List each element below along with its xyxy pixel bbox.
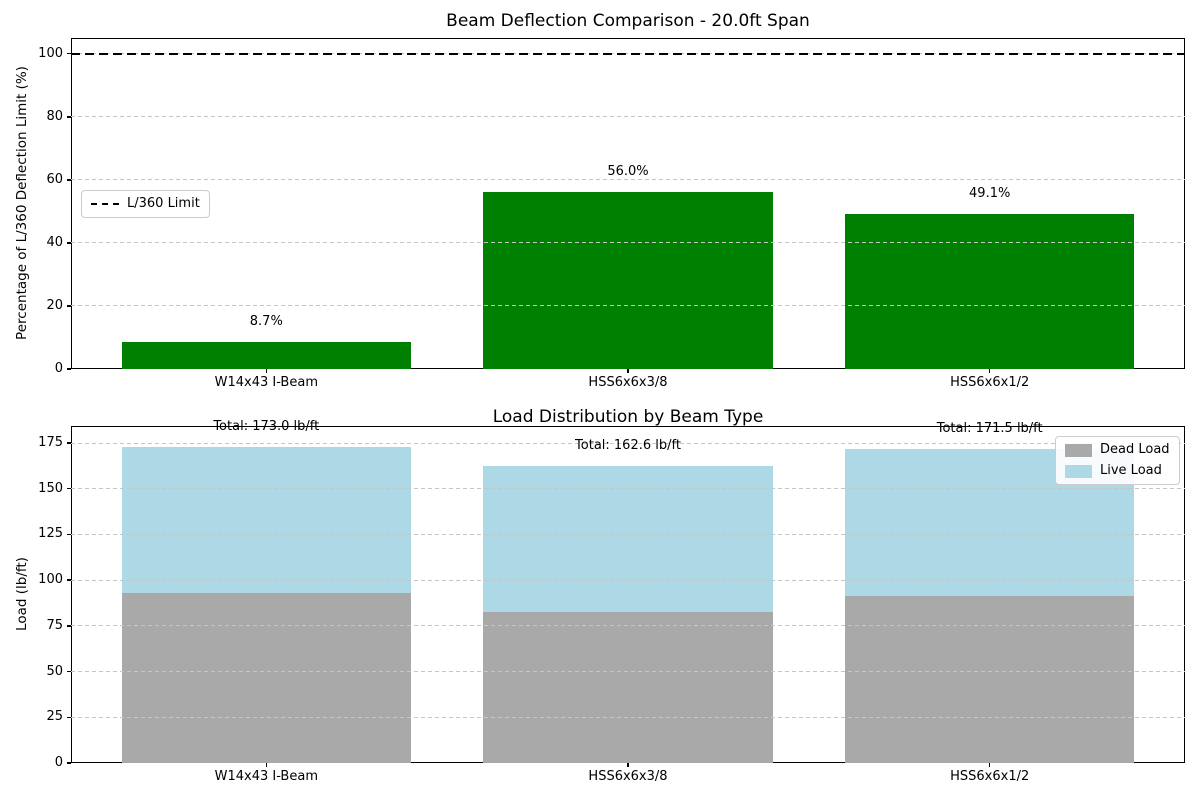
dashed-line-swatch-icon bbox=[91, 203, 119, 205]
bar-segment-live-load bbox=[483, 465, 773, 612]
y-tick-label: 50 bbox=[46, 663, 63, 679]
x-tick-mark bbox=[265, 763, 267, 767]
x-tick-label-hss6x6x1-2: HSS6x6x1/2 bbox=[950, 769, 1030, 784]
color-swatch-icon bbox=[1065, 443, 1092, 457]
legend: Dead Load Live Load bbox=[1055, 436, 1180, 485]
bar-segment-dead-load bbox=[483, 611, 773, 763]
legend-label: L/360 Limit bbox=[127, 196, 200, 211]
x-tick-mark bbox=[988, 369, 991, 373]
y-tick-label: 20 bbox=[46, 297, 63, 313]
grid-line bbox=[71, 488, 1185, 490]
y-tick-mark bbox=[67, 242, 71, 244]
bar-total-label: Total: 162.6 lb/ft bbox=[575, 437, 681, 453]
bar-value-label: 56.0% bbox=[607, 164, 649, 180]
grid-line bbox=[71, 179, 1185, 181]
y-tick-label: 100 bbox=[38, 572, 63, 588]
grid-line bbox=[71, 116, 1185, 118]
grid-line bbox=[71, 242, 1185, 244]
grid-line bbox=[71, 716, 1185, 718]
y-tick-label: 0 bbox=[54, 755, 63, 770]
legend-item-dead-load: Dead Load bbox=[1065, 442, 1170, 458]
y-tick-mark bbox=[67, 670, 71, 673]
legend-item-live-load: Live Load bbox=[1065, 463, 1170, 479]
x-tick-mark bbox=[627, 369, 629, 373]
y-tick-label: 60 bbox=[46, 171, 63, 187]
chart-title: Beam Deflection Comparison - 20.0ft Span bbox=[446, 11, 810, 31]
grid-line bbox=[71, 671, 1185, 673]
x-tick-label-w14x43-i-beam: W14x43 I-Beam bbox=[214, 375, 318, 390]
y-tick-label: 100 bbox=[38, 45, 63, 61]
x-tick-mark bbox=[265, 369, 267, 373]
bar-segment-dead-load bbox=[845, 595, 1135, 763]
y-tick-label: 0 bbox=[54, 361, 63, 376]
y-tick-mark bbox=[67, 488, 71, 490]
y-tick-label: 25 bbox=[46, 709, 63, 725]
bar-segment-value bbox=[483, 192, 773, 369]
y-tick-mark bbox=[67, 179, 71, 181]
y-tick-label: 75 bbox=[46, 617, 63, 633]
x-tick-label-hss6x6x1-2: HSS6x6x1/2 bbox=[950, 375, 1030, 390]
bar-value-label: 8.7% bbox=[249, 313, 283, 329]
legend: L/360 Limit bbox=[81, 190, 210, 218]
deflection-comparison-chart: Beam Deflection Comparison - 20.0ft Span… bbox=[14, 11, 1185, 390]
x-tick-mark bbox=[627, 763, 629, 767]
legend-item-l-360-limit: L/360 Limit bbox=[91, 196, 200, 212]
chart-title: Load Distribution by Beam Type bbox=[492, 407, 764, 427]
y-tick-label: 125 bbox=[38, 526, 63, 542]
y-tick-mark bbox=[67, 579, 71, 581]
color-swatch-icon bbox=[1065, 464, 1092, 478]
y-tick-mark bbox=[67, 716, 71, 718]
y-tick-mark bbox=[67, 116, 71, 118]
y-tick-mark bbox=[67, 762, 71, 764]
grid-line bbox=[71, 533, 1185, 535]
y-tick-label: 40 bbox=[46, 234, 63, 250]
y-tick-label: 150 bbox=[38, 480, 63, 496]
grid-line bbox=[71, 442, 1185, 444]
y-tick-mark bbox=[67, 305, 71, 307]
grid-line bbox=[71, 305, 1185, 307]
x-tick-label-w14x43-i-beam: W14x43 I-Beam bbox=[214, 769, 318, 784]
bar-segment-live-load bbox=[121, 446, 411, 593]
x-tick-label-hss6x6x3-8: HSS6x6x3/8 bbox=[588, 375, 668, 390]
legend-label: Live Load bbox=[1100, 463, 1162, 478]
y-tick-mark bbox=[67, 368, 71, 370]
y-tick-label: 175 bbox=[38, 435, 63, 450]
bar-total-label: Total: 171.5 lb/ft bbox=[936, 421, 1043, 437]
y-tick-mark bbox=[67, 625, 71, 627]
legend-label: Dead Load bbox=[1100, 442, 1170, 457]
x-tick-mark bbox=[988, 763, 991, 767]
bar-segment-value bbox=[845, 214, 1135, 369]
load-distribution-chart: Load Distribution by Beam Type Load (lb/… bbox=[0, 400, 1200, 800]
grid-line bbox=[71, 625, 1185, 627]
y-tick-mark bbox=[67, 533, 71, 536]
bar-value-label: 49.1% bbox=[969, 186, 1011, 202]
bar-total-label: Total: 173.0 lb/ft bbox=[213, 418, 320, 434]
bar-segment-value bbox=[121, 341, 411, 369]
y-tick-mark bbox=[67, 53, 71, 55]
y-tick-mark bbox=[67, 442, 71, 444]
grid-line bbox=[71, 579, 1185, 581]
x-tick-label-hss6x6x3-8: HSS6x6x3/8 bbox=[588, 769, 668, 784]
bar-segment-dead-load bbox=[121, 592, 411, 763]
y-tick-label: 80 bbox=[46, 108, 63, 124]
limit-line bbox=[71, 52, 1185, 55]
